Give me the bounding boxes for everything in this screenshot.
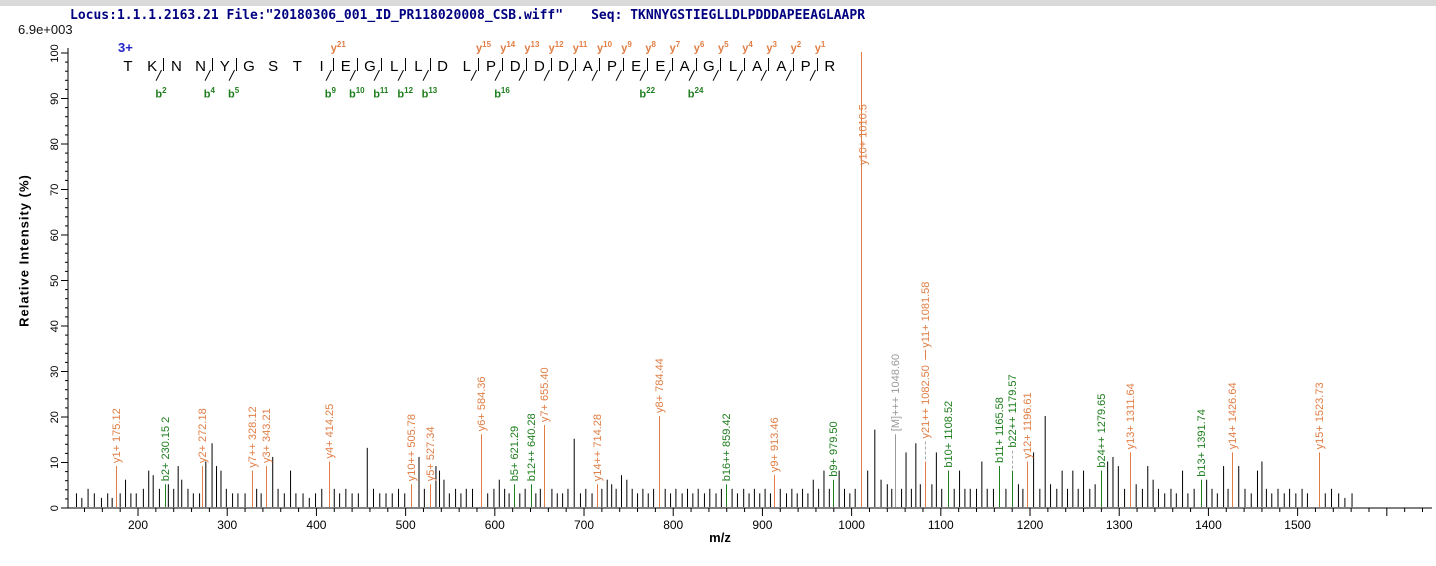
peak-label: y4+ 414.25 (324, 404, 336, 459)
peak-label: b5+ 621.29 (509, 426, 521, 481)
x-tick-label: 1100 (928, 518, 954, 532)
y-tick-label: 30 (49, 366, 61, 378)
peak-label: y6+ 584.36 (476, 376, 488, 431)
peak-label: [M]+++ 1048.60 (890, 354, 902, 431)
peak-label: b9+ 979.50 (828, 421, 840, 476)
peak-label: y10++ 505.78 (406, 414, 418, 481)
peak-label: y21++ 1082.50 (920, 365, 932, 438)
y-tick-label: 80 (49, 138, 61, 150)
locus-file-label: Locus:1.1.1.2163.21 File:"20180306_001_I… (70, 8, 564, 23)
peak-label: y10+ 1010.5 (858, 104, 870, 165)
x-tick-label: 400 (306, 518, 326, 532)
y-tick-label: 20 (49, 411, 61, 423)
peak-label: b11+ 1165.58 (994, 397, 1006, 463)
x-tick-label: 1000 (838, 518, 865, 532)
x-tick-label: 1300 (1106, 518, 1133, 532)
y-tick-label: 0 (49, 505, 61, 511)
peak-label: y14++ 714.28 (592, 414, 604, 481)
y-tick-label: 90 (49, 93, 61, 105)
peak-label: y11+ 1081.58 (920, 282, 932, 348)
spectrum-header: Locus:1.1.1.2163.21 File:"20180306_001_I… (70, 8, 865, 23)
y-tick-label: 100 (49, 44, 61, 62)
x-tick-label: 1400 (1195, 518, 1222, 532)
peptide-sequence-text: TKNNYGSTIEGLLDLPDDDAPEEAGLAAPR (630, 8, 866, 23)
x-tick-label: 1200 (1017, 518, 1044, 532)
peak-label: b13+ 1391.74 (1196, 409, 1208, 477)
base-peak-intensity-scale: 6.9e+003 (18, 22, 73, 37)
peak-label: y5+ 527.34 (425, 427, 437, 482)
x-tick-label: 1500 (1284, 518, 1311, 532)
x-tick-label: 700 (574, 518, 594, 532)
peak-label: y3+ 343.21 (261, 408, 273, 463)
window-top-strip (0, 0, 1436, 6)
peak-label: y15+ 1523.73 (1314, 382, 1326, 449)
x-tick-label: 200 (128, 518, 148, 532)
peak-label: b2+ 230.15 2 (160, 417, 172, 482)
peak-label: y2+ 272.18 (197, 408, 209, 463)
peak-label: y1+ 175.12 (111, 408, 123, 463)
x-tick-label: 600 (485, 518, 505, 532)
y-tick-label: 10 (49, 457, 61, 469)
peak-label: y7++ 328.12 (247, 406, 259, 467)
x-tick-label: 300 (217, 518, 237, 532)
peak-label: b24++ 1279.65 (1096, 394, 1108, 468)
y-tick-label: 70 (49, 184, 61, 196)
peak-label: b22++ 1179.57 (1007, 374, 1019, 447)
peak-label: y9+ 913.46 (769, 417, 781, 472)
peak-label: y12+ 1196.61 (1022, 392, 1034, 458)
peak-label: y14+ 1426.64 (1227, 382, 1239, 449)
peak-label: b10+ 1108.52 (943, 401, 955, 468)
y-tick-label: 50 (49, 275, 61, 287)
peak-label: y7+ 655.40 (539, 367, 551, 422)
y-tick-label: 40 (49, 320, 61, 332)
peak-label: b12++ 640.28 (526, 413, 538, 481)
seq-label: Seq: (591, 8, 623, 23)
x-tick-label: 800 (663, 518, 683, 532)
y-tick-label: 60 (49, 229, 61, 241)
x-tick-label: 900 (752, 518, 772, 532)
x-axis-title: m/z (709, 530, 731, 545)
peak-label: b16++ 859.42 (721, 413, 733, 481)
peak-label: y8+ 784.44 (654, 358, 666, 413)
x-tick-label: 500 (396, 518, 416, 532)
peak-label: y13+ 1311.64 (1125, 383, 1137, 449)
